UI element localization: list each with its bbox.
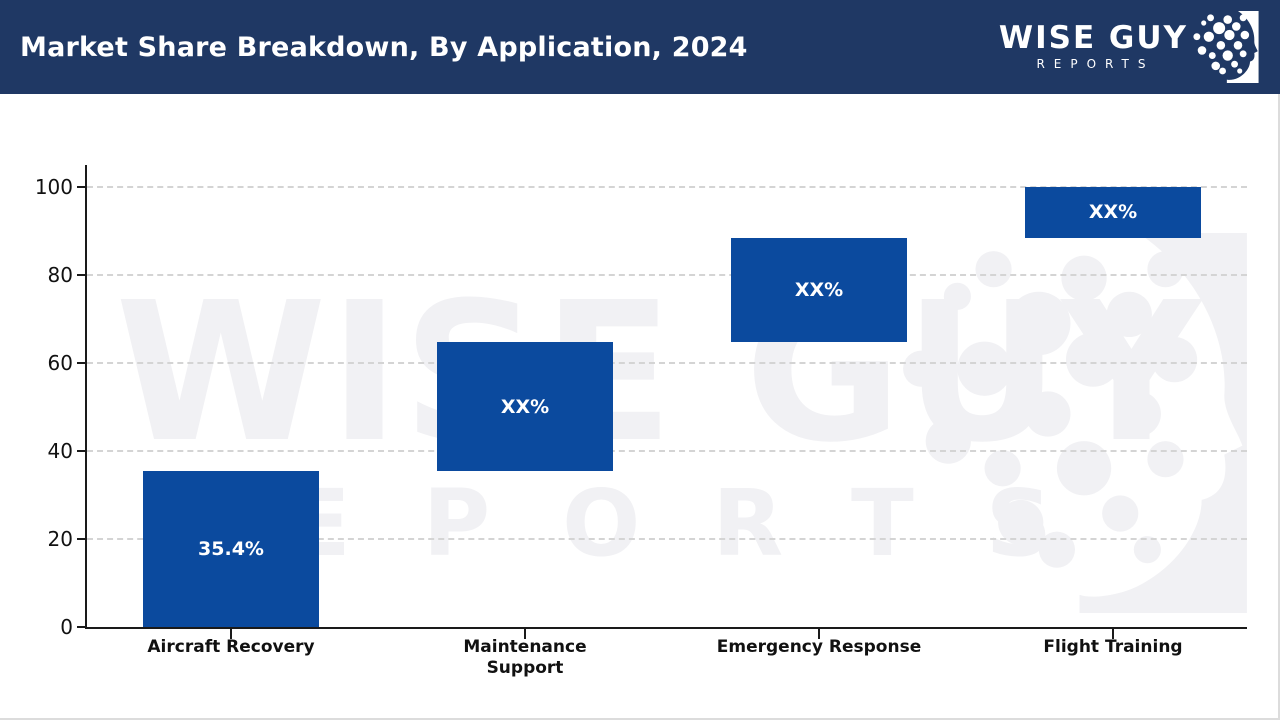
plot-area: 0 20 40 60 80 100 35.4% Aircraft Recovery XX% Mai… (35, 165, 1247, 678)
brand-face-dots-icon (1193, 11, 1259, 83)
y-tick-label: 40 (47, 439, 73, 463)
gridline-y100 (87, 186, 1247, 188)
x-tick-mark (524, 629, 526, 639)
y-tick-mark (77, 362, 85, 364)
header-bar: Market Share Breakdown, By Application, … (0, 0, 1280, 94)
x-tick-label: Emergency Response (716, 637, 922, 657)
bar-value-label: 35.4% (198, 538, 264, 561)
bar-3: XX% (731, 237, 907, 342)
gridline-y80 (87, 274, 1247, 276)
brand-name: WISE GUY (998, 20, 1188, 56)
bar-value-label: XX% (794, 278, 844, 301)
y-tick-label: 0 (60, 615, 73, 639)
brand-wordmark: WISE GUY REPORTS (998, 20, 1188, 72)
x-tick-mark (230, 629, 232, 639)
y-tick-label: 60 (47, 351, 73, 375)
y-tick-label: 20 (47, 527, 73, 551)
y-tick-mark (77, 186, 85, 188)
y-tick-mark (77, 538, 85, 540)
y-tick-label: 100 (34, 175, 73, 199)
y-tick-mark (77, 450, 85, 452)
x-tick-label: Flight Training (1043, 637, 1183, 657)
gridline-y20 (87, 538, 1247, 540)
brand-logo: WISE GUY REPORTS (999, 9, 1262, 85)
y-tick-label: 80 (47, 263, 73, 287)
bar-2: XX% (437, 341, 613, 472)
x-tick-mark (818, 629, 820, 639)
gridline-y40 (87, 450, 1247, 452)
bar-4: XX% (1025, 187, 1201, 238)
x-tick-mark (1112, 629, 1114, 639)
x-tick-label: Maintenance Support (463, 637, 587, 678)
y-tick-mark (77, 626, 85, 628)
y-tick-mark (77, 274, 85, 276)
gridline-y60 (87, 362, 1247, 364)
bar-value-label: XX% (1088, 201, 1138, 224)
chart-title: Market Share Breakdown, By Application, … (20, 31, 748, 63)
x-tick-label: Aircraft Recovery (147, 637, 315, 657)
bar-1: 35.4% (143, 471, 319, 627)
brand-subname: REPORTS (1036, 57, 1155, 71)
bar-value-label: XX% (500, 395, 550, 418)
